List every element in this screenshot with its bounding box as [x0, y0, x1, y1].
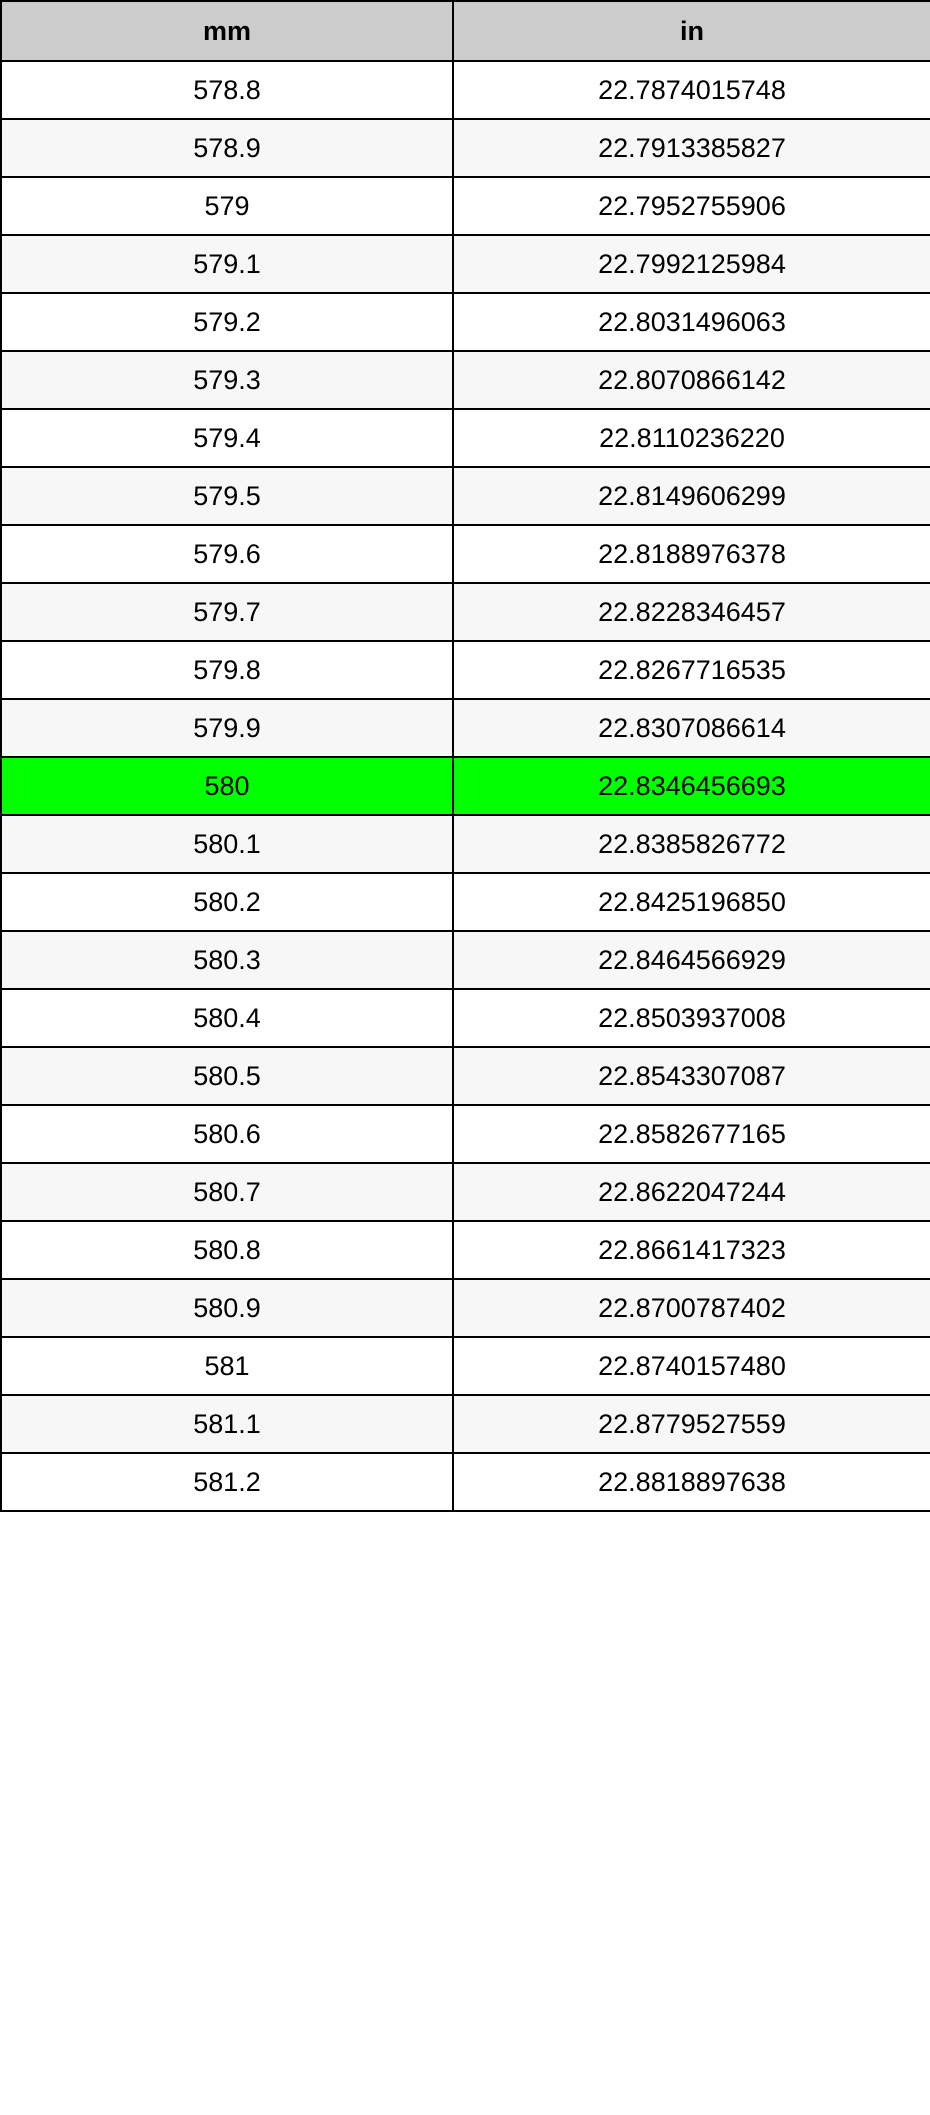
- cell-mm-value: 579.6: [0, 524, 454, 584]
- table-row: 581.1 22.8779527559: [0, 1394, 930, 1454]
- cell-in-value: 22.8700787402: [452, 1278, 930, 1338]
- cell-in-value: 22.8582677165: [452, 1104, 930, 1164]
- table-row: 579.7 22.8228346457: [0, 582, 930, 642]
- table-row: 579.5 22.8149606299: [0, 466, 930, 526]
- table-row: 579.9 22.8307086614: [0, 698, 930, 758]
- table-row: 580.2 22.8425196850: [0, 872, 930, 932]
- table-row: 580.7 22.8622047244: [0, 1162, 930, 1222]
- cell-mm-value: 579.4: [0, 408, 454, 468]
- table-row: 580.5 22.8543307087: [0, 1046, 930, 1106]
- cell-in-value: 22.7992125984: [452, 234, 930, 294]
- cell-mm-value: 580: [0, 756, 454, 816]
- cell-in-value: 22.7913385827: [452, 118, 930, 178]
- cell-mm-value: 580.5: [0, 1046, 454, 1106]
- cell-mm-value: 579.7: [0, 582, 454, 642]
- table-row: 579.4 22.8110236220: [0, 408, 930, 468]
- cell-in-value: 22.8543307087: [452, 1046, 930, 1106]
- table-row: 578.9 22.7913385827: [0, 118, 930, 178]
- table-row: 579 22.7952755906: [0, 176, 930, 236]
- cell-in-value: 22.8818897638: [452, 1452, 930, 1512]
- table-row: 579.6 22.8188976378: [0, 524, 930, 584]
- cell-mm-value: 581.2: [0, 1452, 454, 1512]
- cell-in-value: 22.8110236220: [452, 408, 930, 468]
- cell-in-value: 22.8464566929: [452, 930, 930, 990]
- cell-mm-value: 580.8: [0, 1220, 454, 1280]
- table-row: 579.2 22.8031496063: [0, 292, 930, 352]
- cell-mm-value: 580.6: [0, 1104, 454, 1164]
- cell-in-value: 22.8622047244: [452, 1162, 930, 1222]
- table-row-highlighted: 580 22.8346456693: [0, 756, 930, 816]
- cell-in-value: 22.8740157480: [452, 1336, 930, 1396]
- cell-mm-value: 579.3: [0, 350, 454, 410]
- cell-in-value: 22.8307086614: [452, 698, 930, 758]
- cell-in-value: 22.8661417323: [452, 1220, 930, 1280]
- table-row: 578.8 22.7874015748: [0, 60, 930, 120]
- cell-in-value: 22.8425196850: [452, 872, 930, 932]
- cell-in-value: 22.8779527559: [452, 1394, 930, 1454]
- cell-in-value: 22.8031496063: [452, 292, 930, 352]
- cell-mm-value: 579: [0, 176, 454, 236]
- table-header: mm in: [0, 0, 930, 62]
- cell-mm-value: 580.4: [0, 988, 454, 1048]
- cell-mm-value: 579.5: [0, 466, 454, 526]
- cell-mm-value: 579.1: [0, 234, 454, 294]
- table-row: 580.8 22.8661417323: [0, 1220, 930, 1280]
- table-row: 580.3 22.8464566929: [0, 930, 930, 990]
- cell-mm-value: 580.7: [0, 1162, 454, 1222]
- table-row: 581.2 22.8818897638: [0, 1452, 930, 1512]
- table-body: 578.8 22.7874015748 578.9 22.7913385827 579 2…: [0, 60, 930, 1512]
- cell-mm-value: 580.9: [0, 1278, 454, 1338]
- cell-in-value: 22.8070866142: [452, 350, 930, 410]
- cell-mm-value: 580.1: [0, 814, 454, 874]
- table-row: 579.8 22.8267716535: [0, 640, 930, 700]
- table-row: 581 22.8740157480: [0, 1336, 930, 1396]
- column-header-mm: mm: [0, 0, 454, 62]
- table-header-row: mm in: [0, 0, 930, 62]
- cell-mm-value: 578.9: [0, 118, 454, 178]
- table-row: 580.4 22.8503937008: [0, 988, 930, 1048]
- column-header-in: in: [452, 0, 930, 62]
- cell-in-value: 22.8149606299: [452, 466, 930, 526]
- table-row: 580.1 22.8385826772: [0, 814, 930, 874]
- cell-mm-value: 579.8: [0, 640, 454, 700]
- cell-mm-value: 579.9: [0, 698, 454, 758]
- cell-in-value: 22.8346456693: [452, 756, 930, 816]
- cell-in-value: 22.8503937008: [452, 988, 930, 1048]
- table-row: 579.3 22.8070866142: [0, 350, 930, 410]
- table-row: 579.1 22.7992125984: [0, 234, 930, 294]
- cell-in-value: 22.8188976378: [452, 524, 930, 584]
- cell-mm-value: 578.8: [0, 60, 454, 120]
- cell-in-value: 22.7952755906: [452, 176, 930, 236]
- cell-mm-value: 579.2: [0, 292, 454, 352]
- cell-in-value: 22.8267716535: [452, 640, 930, 700]
- cell-mm-value: 581: [0, 1336, 454, 1396]
- cell-mm-value: 580.3: [0, 930, 454, 990]
- cell-in-value: 22.7874015748: [452, 60, 930, 120]
- conversion-table: mm in 578.8 22.7874015748 578.9 22.79133858…: [0, 0, 930, 1512]
- table-row: 580.6 22.8582677165: [0, 1104, 930, 1164]
- table-row: 580.9 22.8700787402: [0, 1278, 930, 1338]
- cell-in-value: 22.8228346457: [452, 582, 930, 642]
- cell-mm-value: 581.1: [0, 1394, 454, 1454]
- cell-in-value: 22.8385826772: [452, 814, 930, 874]
- cell-mm-value: 580.2: [0, 872, 454, 932]
